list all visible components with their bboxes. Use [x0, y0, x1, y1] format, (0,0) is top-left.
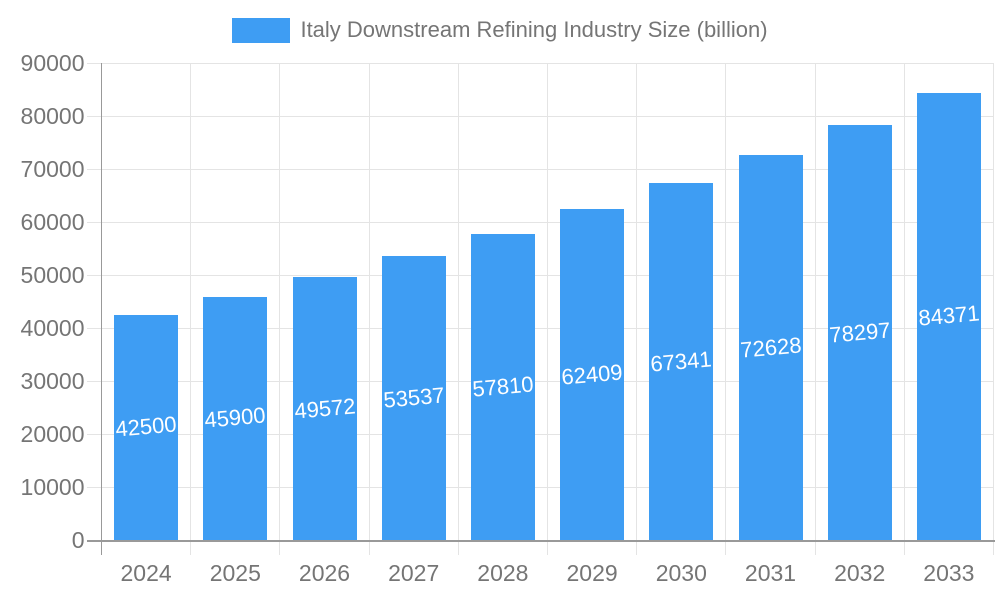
y-tick — [86, 221, 102, 223]
x-tick — [190, 540, 192, 555]
bar[interactable] — [916, 92, 981, 540]
y-axis-line — [100, 63, 102, 555]
y-axis-label: 80000 — [20, 103, 85, 129]
x-tick — [457, 540, 459, 555]
x-tick — [725, 540, 727, 555]
x-tick — [279, 540, 281, 555]
x-axis-label: 2027 — [388, 560, 440, 586]
v-gridline — [814, 63, 816, 540]
x-axis-line — [86, 540, 995, 542]
y-axis-label: 40000 — [20, 315, 85, 341]
legend-swatch — [232, 17, 291, 43]
v-gridline — [725, 63, 727, 540]
v-gridline — [457, 63, 459, 540]
v-gridline — [993, 63, 994, 540]
bar-value-label: 84371 — [917, 300, 981, 332]
x-axis-label: 2033 — [923, 560, 975, 586]
y-tick — [86, 486, 102, 488]
y-axis-label: 0 — [71, 527, 85, 553]
bar[interactable] — [827, 125, 892, 540]
bar[interactable] — [114, 314, 179, 540]
x-tick — [903, 540, 905, 555]
v-gridline — [636, 63, 638, 540]
x-axis-label: 2032 — [834, 560, 886, 586]
y-axis-label: 10000 — [20, 474, 85, 500]
bar[interactable] — [292, 277, 357, 540]
v-gridline — [903, 63, 905, 540]
y-tick — [86, 327, 102, 329]
bar[interactable] — [560, 209, 625, 540]
bar-value-label: 42500 — [114, 411, 178, 442]
x-axis-label: 2028 — [477, 560, 529, 586]
x-tick — [636, 540, 638, 555]
x-axis-label: 2024 — [120, 560, 172, 586]
y-axis-label: 60000 — [20, 209, 85, 235]
y-tick — [86, 168, 102, 170]
v-gridline — [279, 63, 281, 540]
y-axis-label: 50000 — [20, 262, 85, 288]
v-gridline — [368, 63, 370, 540]
v-gridline — [547, 63, 548, 540]
bar[interactable] — [381, 256, 446, 540]
v-gridline — [190, 63, 192, 540]
y-tick — [86, 433, 102, 435]
y-tick — [86, 62, 102, 64]
x-axis-label: 2025 — [209, 560, 261, 586]
bar[interactable] — [738, 155, 803, 540]
bar[interactable] — [470, 233, 535, 540]
bar[interactable] — [203, 296, 268, 540]
x-axis-label: 2030 — [655, 560, 707, 586]
x-tick — [814, 540, 816, 555]
x-tick — [993, 540, 994, 555]
x-tick — [547, 540, 548, 555]
y-axis-label: 20000 — [20, 421, 85, 447]
y-axis-label: 70000 — [20, 156, 85, 182]
x-axis-label: 2026 — [298, 560, 351, 586]
y-tick — [86, 115, 102, 117]
y-axis-label: 90000 — [20, 50, 85, 76]
legend-label: Italy Downstream Refining Industry Size … — [300, 17, 768, 42]
y-axis-label: 30000 — [20, 368, 85, 394]
y-tick — [86, 274, 102, 276]
x-axis-label: 2031 — [744, 560, 797, 586]
bar[interactable] — [649, 183, 714, 540]
legend[interactable]: Italy Downstream Refining Industry Size … — [0, 17, 1000, 43]
bar-value-label: 45900 — [203, 402, 267, 433]
y-tick — [86, 380, 102, 382]
x-axis-label: 2029 — [566, 560, 618, 586]
x-tick — [368, 540, 370, 555]
